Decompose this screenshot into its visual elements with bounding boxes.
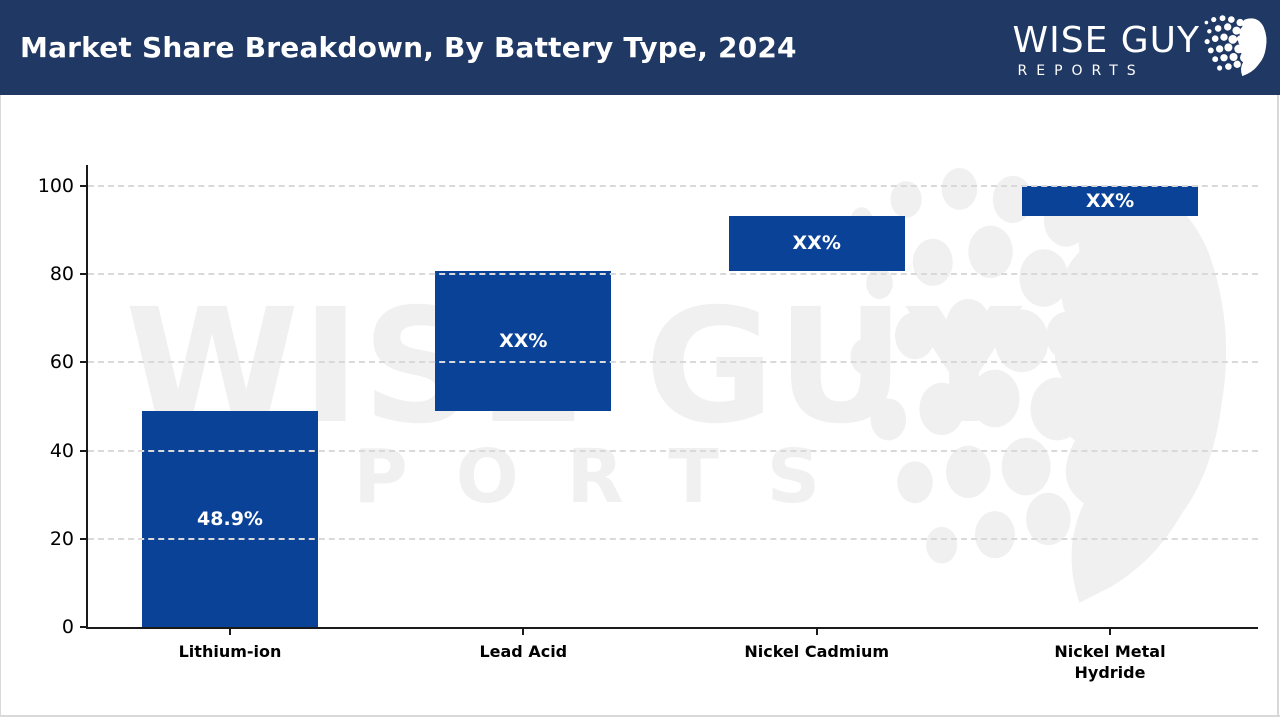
x-tick-label-lithium-ion: Lithium-ion: [178, 642, 282, 661]
page-border-right: [1277, 95, 1279, 717]
gridline-y-20: [88, 537, 1258, 540]
chart-area: WISE GUY REPORTS 0 20 40 60 80 100 48.9% Lithiu…: [0, 95, 1280, 720]
bar-value-label-lead-acid: XX%: [499, 330, 548, 352]
wise-guy-reports-logo: WISE GUY REPORTS: [1013, 6, 1269, 86]
logo-wordmark: WISE GUY: [1012, 20, 1200, 61]
bar-value-label-lithium-ion: 48.9%: [197, 508, 263, 531]
bar-lithium-ion: 48.9%: [142, 411, 318, 627]
x-tick-lead-acid: [522, 629, 525, 635]
gridline-y-80: [88, 273, 1258, 276]
x-axis: [86, 627, 1258, 629]
x-tick-label-lead-acid: Lead Acid: [479, 642, 568, 661]
page-border-left: [0, 95, 1, 717]
x-tick-nickel-metal-hydride: [1109, 629, 1111, 635]
y-tick-40: [80, 449, 88, 452]
y-tick-label-0: 0: [61, 616, 74, 638]
y-tick-label-80: 80: [49, 263, 74, 286]
x-tick-label-nickel-metal-hydride: Nickel Metal Hydride: [1054, 642, 1166, 682]
y-tick-0: [80, 626, 88, 628]
logo-text: WISE GUY REPORTS: [1012, 20, 1201, 80]
x-tick-lithium-ion: [229, 629, 231, 635]
gridline-y-60: [88, 361, 1258, 364]
y-tick-20: [80, 537, 88, 540]
logo-subtext: REPORTS: [1017, 63, 1145, 79]
y-tick-label-40: 40: [49, 439, 74, 462]
bar-lead-acid: XX%: [435, 270, 612, 412]
gridline-y-40: [88, 449, 1258, 452]
y-tick-80: [80, 273, 88, 276]
bar-nickel-cadmium: XX%: [728, 215, 905, 271]
page-border-bottom: [0, 715, 1280, 717]
bar-value-label-nickel-cadmium: XX%: [792, 232, 841, 255]
logo-head-profile-icon: [1202, 6, 1268, 86]
gridline-y-100: [88, 185, 1258, 187]
x-tick-nickel-cadmium: [815, 629, 818, 635]
bar-nickel-metal-hydride: XX%: [1022, 186, 1198, 216]
x-tick-label-nickel-cadmium: Nickel Cadmium: [744, 642, 890, 661]
y-tick-100: [80, 185, 88, 187]
y-tick-label-20: 20: [49, 527, 74, 550]
y-tick-label-60: 60: [49, 351, 74, 374]
page-title: Market Share Breakdown, By Battery Type,…: [20, 31, 797, 64]
y-tick-label-100: 100: [37, 175, 74, 197]
y-tick-60: [80, 361, 88, 364]
header-bar: Market Share Breakdown, By Battery Type,…: [0, 0, 1280, 95]
bar-value-label-nickel-metal-hydride: XX%: [1085, 189, 1135, 212]
y-axis: [86, 165, 88, 629]
